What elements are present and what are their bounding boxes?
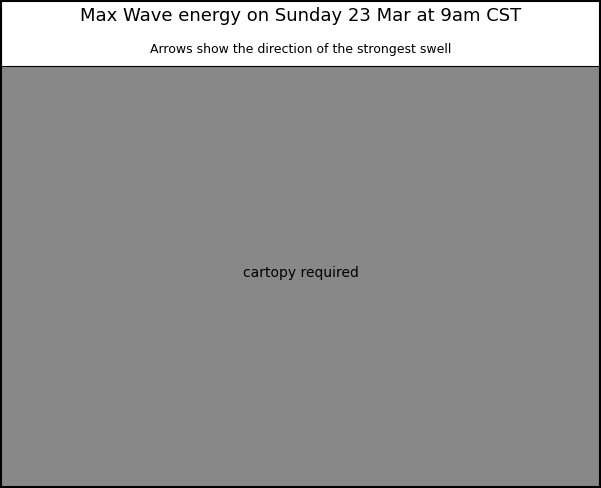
Text: cartopy required: cartopy required: [243, 266, 358, 280]
Text: Arrows show the direction of the strongest swell: Arrows show the direction of the stronge…: [150, 43, 451, 56]
Text: Max Wave energy on Sunday 23 Mar at 9am CST: Max Wave energy on Sunday 23 Mar at 9am …: [80, 7, 521, 25]
